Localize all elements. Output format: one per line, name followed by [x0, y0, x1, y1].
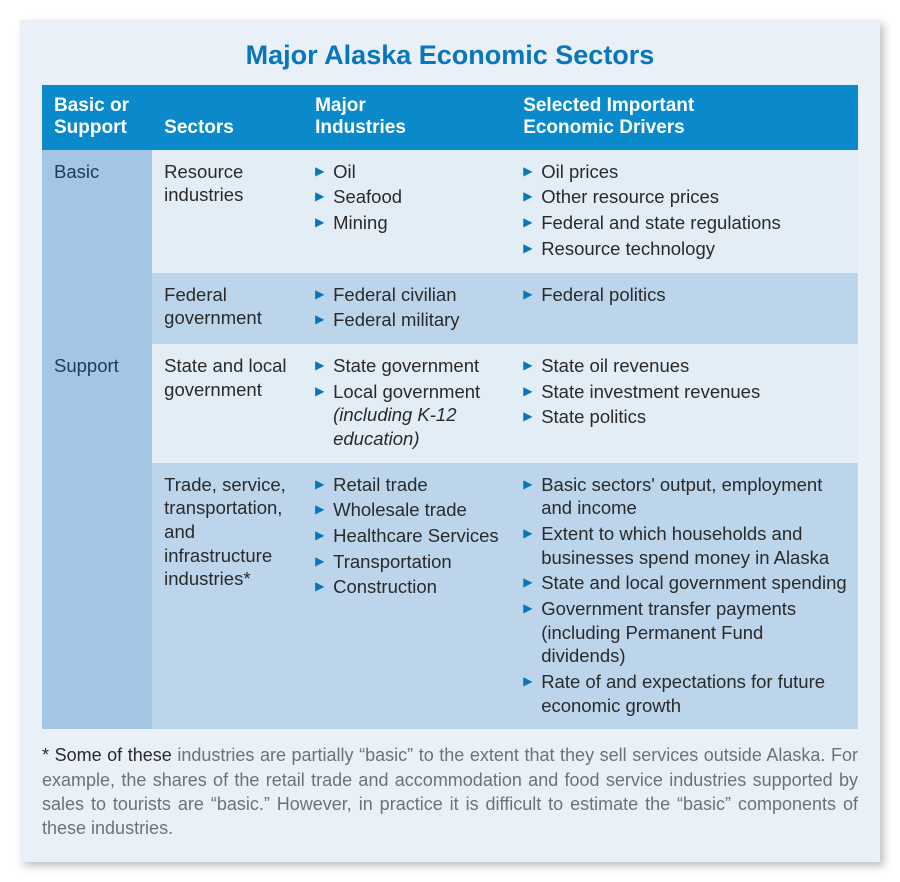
- list-item: Retail trade: [315, 473, 501, 497]
- list-item: Federal military: [315, 308, 501, 332]
- col-header-drivers: Selected ImportantEconomic Drivers: [511, 85, 858, 150]
- col-header-sectors: Sectors: [152, 85, 303, 150]
- industries-cell: Federal civilianFederal military: [303, 273, 511, 344]
- page-title: Major Alaska Economic Sectors: [42, 40, 858, 71]
- drivers-cell: Basic sectors' output, employment and in…: [511, 463, 858, 730]
- industries-cell: OilSeafoodMining: [303, 150, 511, 273]
- list-item: Other resource prices: [523, 185, 848, 209]
- sector-cell: State and local government: [152, 344, 303, 463]
- list-item: Government transfer payments (including …: [523, 597, 848, 668]
- list-item: State oil revenues: [523, 354, 848, 378]
- table-row: SupportState and local governmentState g…: [42, 344, 858, 463]
- list-item: Seafood: [315, 185, 501, 209]
- list-item: Rate of and expectations for future econ…: [523, 670, 848, 717]
- table-header-row: Basic orSupport Sectors MajorIndustries …: [42, 85, 858, 150]
- list-item: Oil: [315, 160, 501, 184]
- drivers-cell: Federal politics: [511, 273, 858, 344]
- footnote: * Some of these industries are partially…: [42, 743, 858, 840]
- list-item: Basic sectors' output, employment and in…: [523, 473, 848, 520]
- list-item: Federal politics: [523, 283, 848, 307]
- infographic-card: Major Alaska Economic Sectors Basic orSu…: [20, 20, 880, 862]
- footnote-lead: * Some of these: [42, 745, 172, 765]
- list-item: Wholesale trade: [315, 498, 501, 522]
- list-item: State and local government spending: [523, 571, 848, 595]
- industries-cell: State governmentLocal government (includ…: [303, 344, 511, 463]
- sectors-table: Basic orSupport Sectors MajorIndustries …: [42, 85, 858, 729]
- category-cell: Basic: [42, 150, 152, 344]
- category-cell: Support: [42, 344, 152, 729]
- list-item: Mining: [315, 211, 501, 235]
- industries-cell: Retail tradeWholesale tradeHealthcare Se…: [303, 463, 511, 730]
- list-item: Extent to which households and businesse…: [523, 522, 848, 569]
- list-item: Federal civilian: [315, 283, 501, 307]
- list-item: State politics: [523, 405, 848, 429]
- col-header-category: Basic orSupport: [42, 85, 152, 150]
- table-body: BasicResource industriesOilSeafoodMining…: [42, 150, 858, 729]
- col-header-industries: MajorIndustries: [303, 85, 511, 150]
- list-item: Construction: [315, 575, 501, 599]
- list-item: Transportation: [315, 550, 501, 574]
- list-item: State investment revenues: [523, 380, 848, 404]
- table-row: Federal governmentFederal civilianFedera…: [42, 273, 858, 344]
- list-item: Local government (including K-12 educati…: [315, 380, 501, 451]
- list-item: Healthcare Services: [315, 524, 501, 548]
- table-row: Trade, service, transportation, and infr…: [42, 463, 858, 730]
- sector-cell: Trade, service, transportation, and infr…: [152, 463, 303, 730]
- list-item: Resource technology: [523, 237, 848, 261]
- sector-cell: Resource industries: [152, 150, 303, 273]
- drivers-cell: State oil revenuesState investment reven…: [511, 344, 858, 463]
- list-item: State government: [315, 354, 501, 378]
- list-item: Federal and state regulations: [523, 211, 848, 235]
- table-row: BasicResource industriesOilSeafoodMining…: [42, 150, 858, 273]
- drivers-cell: Oil pricesOther resource pricesFederal a…: [511, 150, 858, 273]
- list-item: Oil prices: [523, 160, 848, 184]
- sector-cell: Federal government: [152, 273, 303, 344]
